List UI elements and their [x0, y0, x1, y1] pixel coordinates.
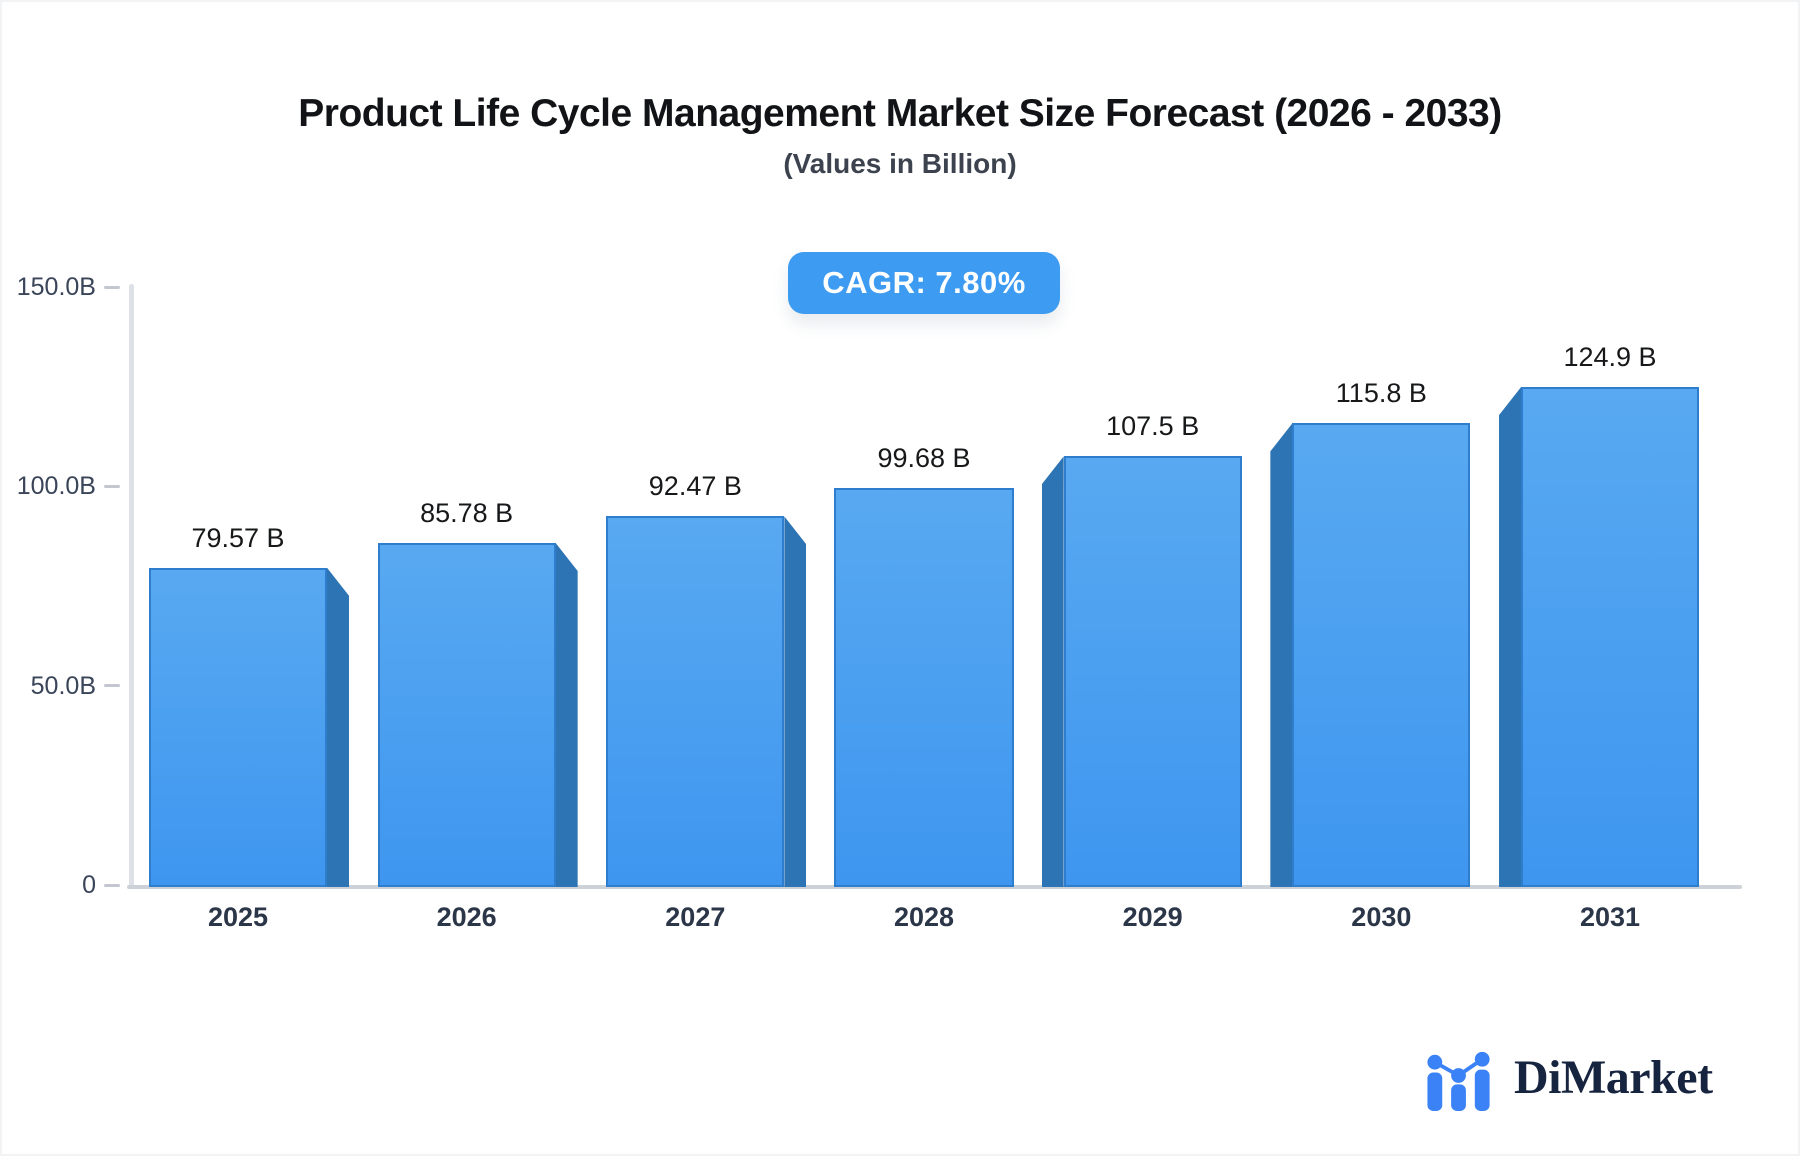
bar-2025 — [149, 567, 327, 887]
cagr-badge: CAGR: 7.80% — [788, 252, 1060, 314]
x-axis-label: 2028 — [893, 902, 955, 932]
x-axis-label: 2030 — [1351, 902, 1412, 932]
x-axis-label: 2025 — [207, 902, 269, 932]
logo-chart-icon — [1427, 1051, 1490, 1112]
x-axis-label: 2027 — [665, 902, 726, 932]
y-axis-tick-mark — [104, 484, 120, 488]
bar-side-2029 — [1041, 456, 1064, 887]
bar-2030 — [1292, 423, 1471, 887]
chart-title: Product Life Cycle Management Market Siz… — [298, 92, 1502, 135]
bar-side-2027 — [784, 516, 807, 887]
y-axis-tick-mark — [104, 883, 120, 887]
x-axis-line — [127, 885, 1742, 889]
bar-side-2030 — [1270, 423, 1293, 887]
bar-value-label: 85.78 B — [420, 498, 514, 529]
bar-side-2026 — [555, 543, 578, 887]
chart-subtitle: (Values in Billion) — [783, 148, 1017, 179]
y-axis-tick-mark — [104, 285, 120, 289]
y-axis-tick-label: 50.0B — [30, 671, 96, 700]
bar-value-label: 115.8 B — [1335, 378, 1427, 409]
x-axis-label: 2029 — [1122, 902, 1183, 932]
y-axis-tick-label: 0 — [82, 871, 96, 899]
y-axis-tick-label: 100.0B — [16, 472, 96, 501]
bar-value-label: 92.47 B — [648, 471, 742, 502]
bar-value-label: 124.9 B — [1563, 342, 1657, 373]
y-axis-tick-label: 150.0B — [16, 273, 96, 301]
y-axis-tick-mark — [104, 684, 120, 688]
bar-2031 — [1521, 387, 1700, 887]
bar-value-label: 107.5 B — [1106, 411, 1200, 442]
logo: DiMarket — [1418, 1040, 1713, 1114]
bar-2026 — [377, 543, 556, 887]
x-axis-label: 2026 — [436, 902, 497, 932]
bar-side-2031 — [1499, 387, 1522, 887]
bar-2028 — [834, 487, 1014, 887]
bar-side-2025 — [327, 567, 349, 887]
bar-2029 — [1063, 456, 1242, 887]
bar-2027 — [606, 516, 785, 887]
logo-text: DiMarket — [1514, 1050, 1713, 1104]
bar-value-label: 79.57 B — [191, 522, 285, 553]
y-axis-line — [129, 284, 134, 889]
x-axis-label: 2031 — [1579, 902, 1641, 932]
bar-value-label: 99.68 B — [877, 442, 971, 473]
